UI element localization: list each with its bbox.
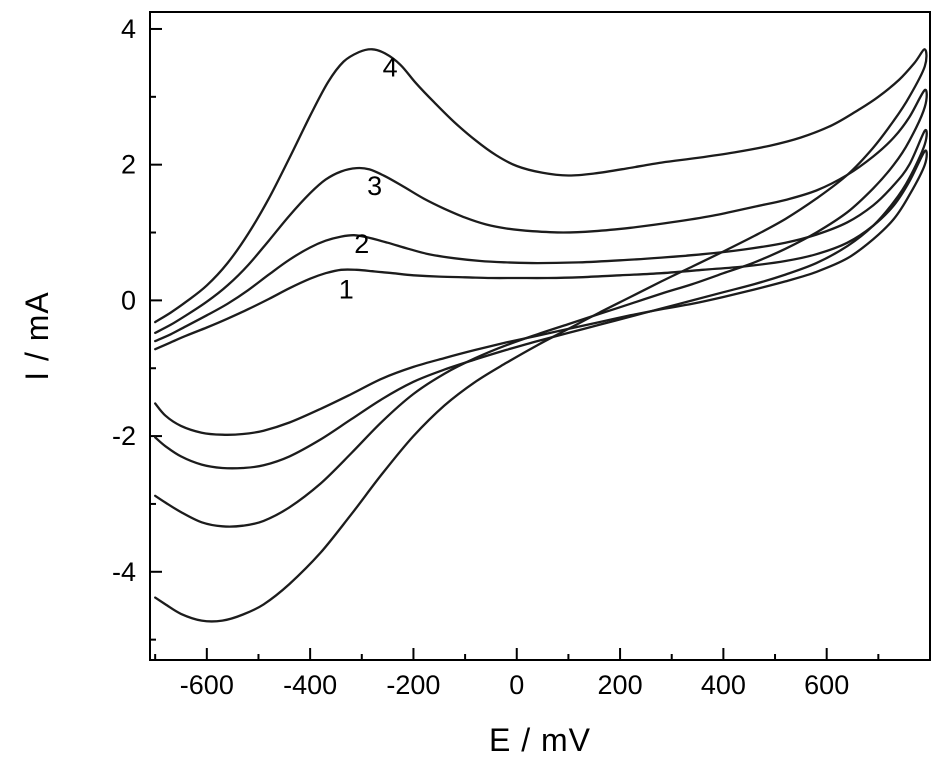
x-tick-label: -600 (180, 670, 234, 700)
curve-label-1: 1 (339, 274, 354, 304)
x-axis: -600 -400 -200 0 200 400 600 (154, 648, 880, 700)
y-axis: -4 -2 0 2 4 (112, 14, 162, 641)
y-tick-label: 0 (121, 285, 136, 315)
curve-4 (154, 48, 928, 623)
y-axis-title: I / mA (19, 291, 55, 381)
y-tick-label: 2 (121, 150, 136, 180)
curve-1 (154, 149, 928, 436)
x-tick-label: 600 (804, 670, 849, 700)
plot-frame (149, 11, 931, 661)
x-tick-label: -200 (386, 670, 440, 700)
y-tick-label: -4 (112, 557, 136, 587)
curve-label-3: 3 (367, 171, 382, 201)
y-tick-label: -2 (112, 421, 136, 451)
curve-label-4: 4 (383, 52, 398, 82)
x-tick-label: -400 (283, 670, 337, 700)
y-tick-label: 4 (121, 14, 136, 44)
curve-2 (154, 128, 928, 470)
x-tick-label: 200 (598, 670, 643, 700)
x-tick-label: 0 (509, 670, 524, 700)
x-axis-title: E / mV (488, 722, 591, 758)
curve-label-2: 2 (354, 229, 369, 259)
x-tick-label: 400 (701, 670, 746, 700)
curve-3 (154, 88, 928, 528)
